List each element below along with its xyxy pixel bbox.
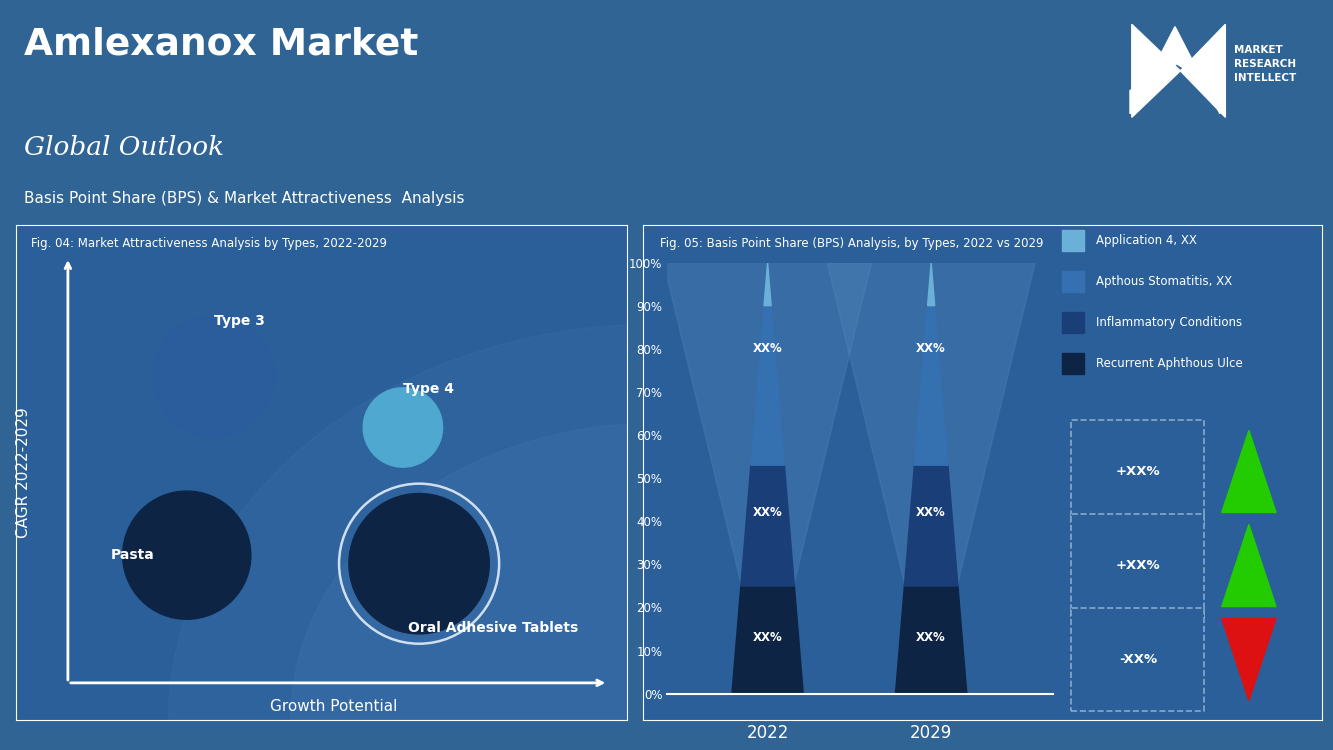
Text: Recurrent Aphthous Ulce: Recurrent Aphthous Ulce xyxy=(1096,358,1242,370)
Text: XX%: XX% xyxy=(916,342,946,355)
Ellipse shape xyxy=(123,491,251,620)
Ellipse shape xyxy=(153,315,275,437)
Text: CAGR 2022-2029: CAGR 2022-2029 xyxy=(16,407,32,538)
Polygon shape xyxy=(168,324,1145,720)
Text: Application 4, XX: Application 4, XX xyxy=(1096,234,1197,247)
Bar xyxy=(1062,353,1084,374)
Text: Amlexanox Market: Amlexanox Market xyxy=(24,26,419,62)
Text: Global Outlook: Global Outlook xyxy=(24,135,224,160)
Text: XX%: XX% xyxy=(753,342,782,355)
Polygon shape xyxy=(896,586,966,694)
Text: Growth Potential: Growth Potential xyxy=(269,699,397,714)
FancyBboxPatch shape xyxy=(1072,420,1205,523)
Text: XX%: XX% xyxy=(753,506,782,519)
Polygon shape xyxy=(1222,619,1276,701)
Text: MARKET
RESEARCH
INTELLECT: MARKET RESEARCH INTELLECT xyxy=(1234,45,1297,82)
Polygon shape xyxy=(826,262,1036,694)
Text: Type 4: Type 4 xyxy=(403,382,453,396)
Text: 2022: 2022 xyxy=(746,724,789,742)
Polygon shape xyxy=(1222,430,1276,512)
Polygon shape xyxy=(928,262,934,306)
Text: Inflammatory Conditions: Inflammatory Conditions xyxy=(1096,316,1242,329)
FancyBboxPatch shape xyxy=(1072,608,1205,711)
Polygon shape xyxy=(291,423,1024,720)
Text: Basis Point Share (BPS) & Market Attractiveness  Analysis: Basis Point Share (BPS) & Market Attract… xyxy=(24,191,464,206)
Polygon shape xyxy=(914,306,948,465)
Polygon shape xyxy=(764,262,772,306)
Polygon shape xyxy=(1222,524,1276,607)
Text: -XX%: -XX% xyxy=(1118,653,1157,666)
Text: Pasta: Pasta xyxy=(111,548,155,562)
Text: Fig. 04: Market Attractiveness Analysis by Types, 2022-2029: Fig. 04: Market Attractiveness Analysis … xyxy=(31,237,388,250)
Ellipse shape xyxy=(363,388,443,467)
FancyBboxPatch shape xyxy=(1072,514,1205,616)
Bar xyxy=(1062,230,1084,251)
Ellipse shape xyxy=(349,494,489,634)
Text: XX%: XX% xyxy=(916,506,946,519)
Text: Type 3: Type 3 xyxy=(213,314,265,328)
Text: +XX%: +XX% xyxy=(1116,465,1160,478)
Polygon shape xyxy=(1181,24,1225,117)
Text: Apthous Stomatitis, XX: Apthous Stomatitis, XX xyxy=(1096,275,1232,288)
Polygon shape xyxy=(1130,27,1220,114)
Text: 2029: 2029 xyxy=(910,724,952,742)
Text: +XX%: +XX% xyxy=(1116,559,1160,572)
Bar xyxy=(1062,312,1084,333)
Polygon shape xyxy=(904,465,958,586)
Text: Oral Adhesive Tablets: Oral Adhesive Tablets xyxy=(408,620,579,634)
Text: XX%: XX% xyxy=(916,632,946,644)
Bar xyxy=(1062,272,1084,292)
Polygon shape xyxy=(1132,24,1181,117)
Text: Fig. 05: Basis Point Share (BPS) Analysis, by Types, 2022 vs 2029: Fig. 05: Basis Point Share (BPS) Analysi… xyxy=(660,237,1042,250)
Polygon shape xyxy=(664,262,872,694)
Polygon shape xyxy=(741,465,794,586)
Polygon shape xyxy=(750,306,784,465)
Polygon shape xyxy=(732,586,804,694)
Text: XX%: XX% xyxy=(753,632,782,644)
